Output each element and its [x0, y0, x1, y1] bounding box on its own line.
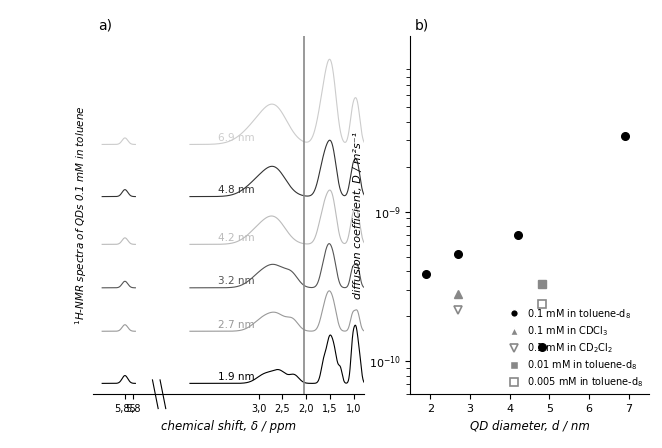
X-axis label: chemical shift, δ / ppm: chemical shift, δ / ppm	[161, 419, 296, 432]
Text: 4.2 nm: 4.2 nm	[218, 233, 255, 243]
Text: 4.8 nm: 4.8 nm	[218, 185, 255, 195]
X-axis label: QD diameter, d / nm: QD diameter, d / nm	[469, 419, 590, 432]
Text: 3.2 nm: 3.2 nm	[218, 276, 255, 286]
Y-axis label: diffusion coefficient, D / m²s⁻¹: diffusion coefficient, D / m²s⁻¹	[353, 131, 363, 299]
Text: 6.9 nm: 6.9 nm	[218, 133, 255, 143]
Y-axis label: $^1$H-NMR spectra of QDs 0.1 mM in toluene: $^1$H-NMR spectra of QDs 0.1 mM in tolue…	[73, 105, 89, 325]
Text: 1.9 nm: 1.9 nm	[218, 372, 255, 382]
Legend: 0.1 mM in toluene-d$_8$, 0.1 mM in CDCl$_3$, 0.1 mM in CD$_2$Cl$_2$, 0.01 mM in : 0.1 mM in toluene-d$_8$, 0.1 mM in CDCl$…	[504, 307, 644, 389]
Text: 2.7 nm: 2.7 nm	[218, 320, 255, 330]
Text: b): b)	[415, 18, 430, 32]
Text: a): a)	[98, 18, 112, 32]
